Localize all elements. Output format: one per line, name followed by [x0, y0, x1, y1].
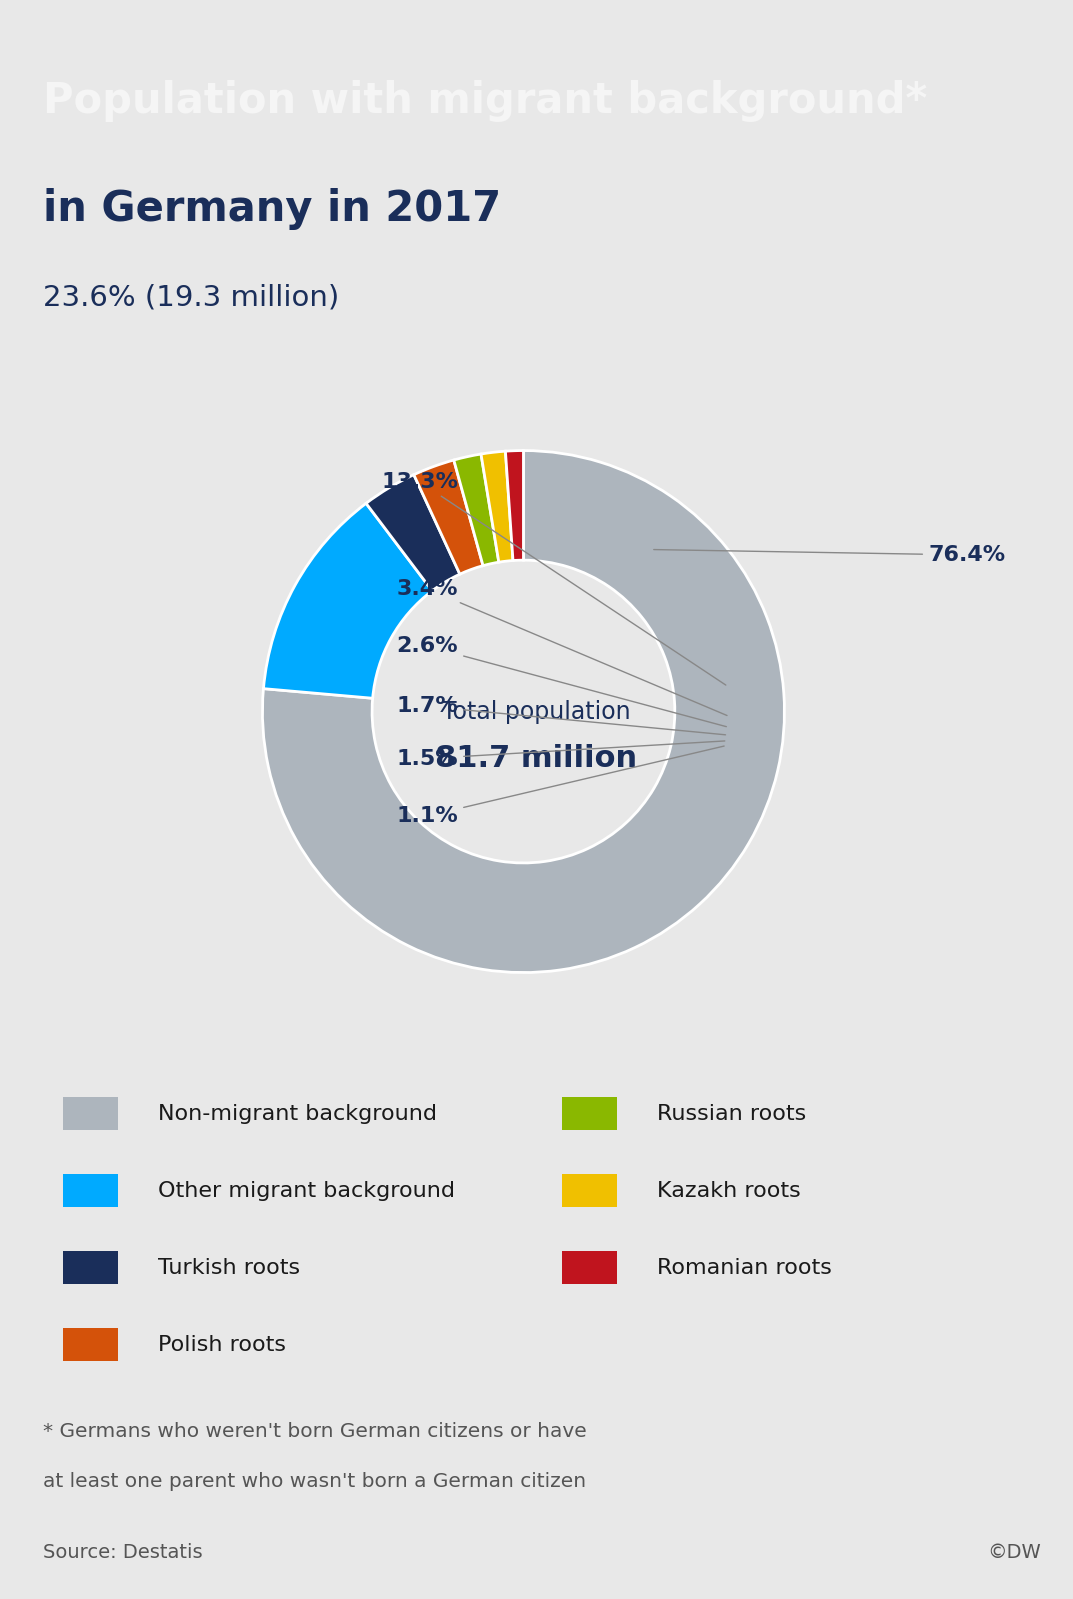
- Text: 1.1%: 1.1%: [396, 747, 724, 827]
- Text: Source: Destatis: Source: Destatis: [43, 1543, 203, 1562]
- Text: 1.7%: 1.7%: [396, 696, 725, 736]
- Text: at least one parent who wasn't born a German citizen: at least one parent who wasn't born a Ge…: [43, 1471, 586, 1490]
- Text: 1.5%: 1.5%: [397, 740, 724, 769]
- Text: * Germans who weren't born German citizens or have: * Germans who weren't born German citize…: [43, 1422, 587, 1441]
- Bar: [63, 1097, 118, 1130]
- Text: 76.4%: 76.4%: [653, 545, 1005, 564]
- Text: 2.6%: 2.6%: [397, 636, 726, 726]
- Bar: [562, 1097, 617, 1130]
- Text: 3.4%: 3.4%: [397, 579, 727, 715]
- Text: ©DW: ©DW: [987, 1543, 1041, 1562]
- Text: Russian roots: Russian roots: [657, 1103, 806, 1124]
- Wedge shape: [505, 451, 524, 561]
- Text: Turkish roots: Turkish roots: [158, 1257, 299, 1278]
- Wedge shape: [414, 461, 483, 574]
- Wedge shape: [454, 454, 499, 566]
- Wedge shape: [481, 451, 513, 563]
- Text: 81.7 million: 81.7 million: [436, 744, 637, 772]
- Bar: [63, 1174, 118, 1207]
- Text: Non-migrant background: Non-migrant background: [158, 1103, 437, 1124]
- Text: Other migrant background: Other migrant background: [158, 1180, 455, 1201]
- Bar: [63, 1329, 118, 1361]
- Text: Kazakh roots: Kazakh roots: [657, 1180, 800, 1201]
- Wedge shape: [263, 451, 784, 972]
- Text: Population with migrant background*: Population with migrant background*: [43, 80, 927, 122]
- Text: in Germany in 2017: in Germany in 2017: [43, 189, 501, 230]
- Bar: [562, 1174, 617, 1207]
- Text: Polish roots: Polish roots: [158, 1335, 285, 1354]
- Wedge shape: [264, 504, 432, 699]
- Text: 23.6% (19.3 million): 23.6% (19.3 million): [43, 283, 339, 312]
- Wedge shape: [366, 475, 460, 590]
- Text: Romanian roots: Romanian roots: [657, 1257, 832, 1278]
- Bar: [63, 1250, 118, 1284]
- Text: 13.3%: 13.3%: [381, 472, 725, 684]
- Text: Total population: Total population: [442, 699, 631, 724]
- Bar: [562, 1250, 617, 1284]
